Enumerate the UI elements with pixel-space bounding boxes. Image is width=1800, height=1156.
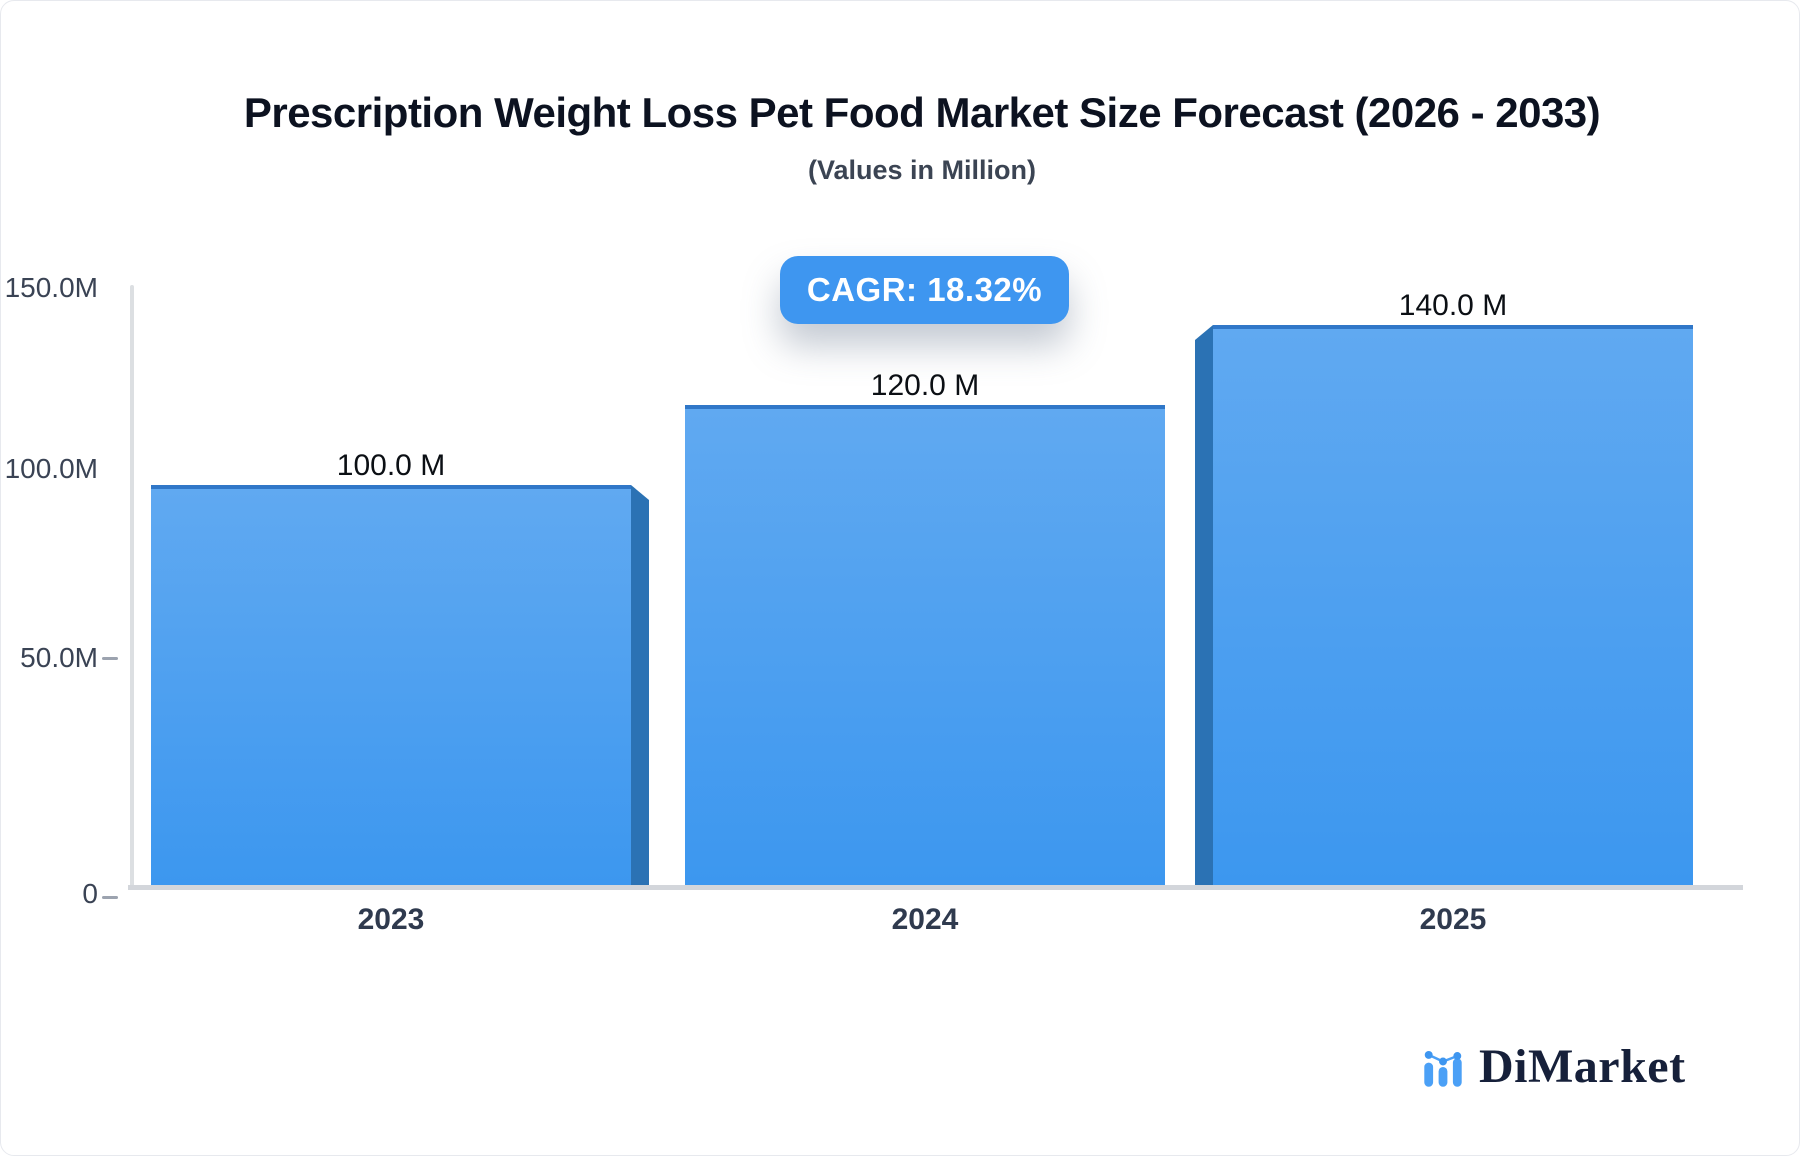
cagr-badge: CAGR: 18.32% [780,256,1069,324]
bar-3d-side-face [631,485,649,885]
dimarket-logo: DiMarket [1421,1039,1686,1094]
bar-value-label: 140.0 M [1398,289,1508,322]
y-axis-tick-label: 150.0M [4,272,98,303]
y-axis-tick-label: 50.0M [20,642,98,673]
x-axis-baseline [128,885,1743,890]
chart-heading: Prescription Weight Loss Pet Food Market… [101,89,1743,186]
x-axis-label-2024: 2024 [891,903,959,936]
chart-subtitle: (Values in Million) [807,155,1037,185]
bar-3d-side-face [1195,325,1213,885]
x-axis-label-2023: 2023 [357,903,425,936]
y-axis-tick-mark [102,657,118,660]
bar-2024[interactable] [685,405,1165,885]
bar-value-label: 120.0 M [870,369,980,402]
bar-line-chart-icon [1421,1045,1465,1089]
bar-2023[interactable] [151,485,631,885]
y-axis-tick-mark [102,896,118,899]
bar-value-label: 100.0 M [336,449,446,482]
bar-2025[interactable] [1213,325,1693,885]
chart-title: Prescription Weight Loss Pet Food Market… [243,89,1601,136]
y-axis-tick-label: 0 [82,878,98,909]
y-axis-line [130,285,134,887]
y-axis-tick-label: 100.0M [4,453,98,484]
dimarket-logo-text: DiMarket [1479,1040,1686,1093]
x-axis-label-2025: 2025 [1419,903,1487,936]
